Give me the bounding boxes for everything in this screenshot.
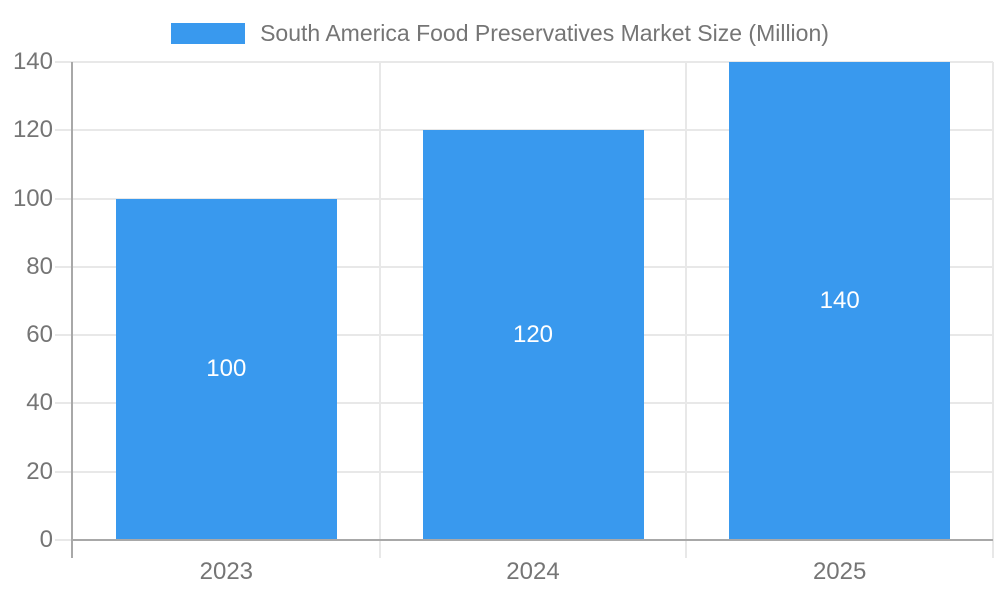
y-axis-tick-60: [55, 334, 73, 337]
gridline-y-140: [73, 61, 993, 63]
x-axis-line: [71, 539, 993, 541]
y-axis-label-20: 20: [26, 457, 53, 485]
y-axis-tick-20: [55, 470, 73, 473]
bar-2023[interactable]: [115, 198, 337, 540]
y-axis-label-100: 100: [12, 184, 53, 212]
x-axis-label-2023: 2023: [199, 558, 254, 585]
y-axis-tick-0: [55, 539, 73, 541]
y-axis-label-140: 140: [12, 48, 53, 75]
y-axis-tick-120: [55, 129, 73, 132]
y-axis-label-80: 80: [26, 252, 53, 280]
gridline-x-1: [378, 62, 381, 540]
y-axis-label-40: 40: [26, 389, 53, 417]
x-axis-tick-3: [992, 540, 994, 558]
bar-2024[interactable]: [422, 130, 644, 540]
legend[interactable]: South America Food Preservatives Market …: [0, 20, 1000, 46]
bar-value-label-2025: 140: [819, 287, 860, 314]
gridline-x-2: [685, 62, 688, 540]
x-axis-label-2025: 2025: [812, 558, 867, 585]
y-axis-label-0: 0: [39, 526, 53, 553]
gridline-x-3: [992, 62, 994, 540]
y-axis-tick-140: [55, 61, 73, 63]
y-axis-tick-40: [55, 402, 73, 405]
bar-2025[interactable]: [729, 62, 951, 540]
legend-swatch: [171, 22, 246, 44]
y-axis-label-60: 60: [26, 321, 53, 349]
x-axis-tick-1: [378, 540, 381, 558]
y-axis-tick-100: [55, 197, 73, 200]
legend-label: South America Food Preservatives Market …: [260, 20, 829, 46]
x-axis-label-2024: 2024: [506, 558, 560, 585]
y-axis-label-120: 120: [12, 116, 53, 144]
bar-value-label-2023: 100: [206, 355, 247, 383]
bar-value-label-2024: 120: [512, 321, 554, 349]
y-axis-line: [71, 62, 73, 558]
y-axis-tick-80: [55, 265, 73, 268]
x-axis-tick-2: [685, 540, 688, 558]
